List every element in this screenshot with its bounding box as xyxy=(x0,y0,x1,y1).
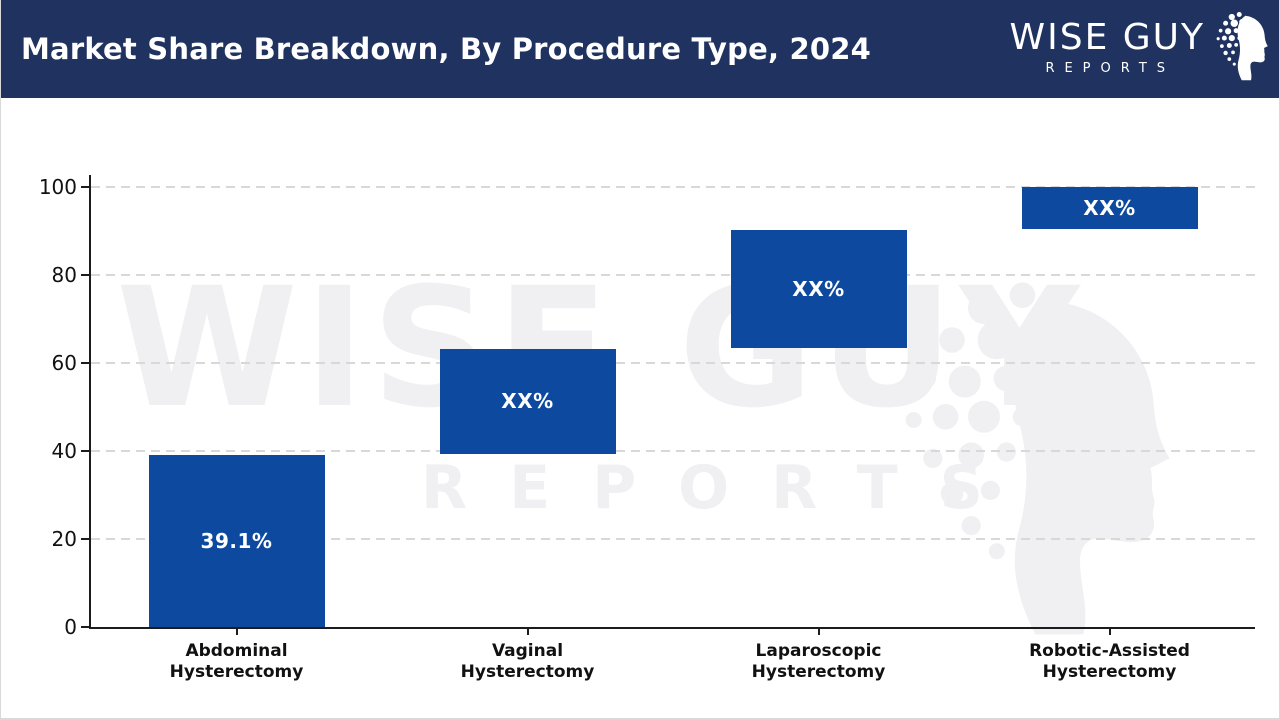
y-axis-tick xyxy=(81,449,89,452)
bar-value-label: XX% xyxy=(792,277,845,301)
page-title: Market Share Breakdown, By Procedure Typ… xyxy=(21,32,872,66)
logo-text: WISE GUY REPORTS xyxy=(1009,17,1206,77)
bar-segment: 39.1% xyxy=(148,454,325,627)
y-axis-tick xyxy=(81,361,89,364)
x-axis-tick xyxy=(526,627,529,635)
x-axis-category-label: Robotic-Assisted Hysterectomy xyxy=(1029,641,1190,683)
x-axis-tick xyxy=(817,627,820,635)
logo-subtitle: REPORTS xyxy=(1045,61,1176,76)
y-axis-tick-label: 100 xyxy=(38,174,77,199)
logo-name: WISE GUY xyxy=(1009,17,1205,58)
y-axis-tick xyxy=(81,273,89,276)
plot-area: 0 20 40 60 80 100 Abdominal Hysterectomy Vagina… xyxy=(39,175,1255,682)
y-axis-tick-label: 60 xyxy=(51,350,77,375)
y-axis-tick-label: 0 xyxy=(64,615,77,639)
x-axis-category-label: Abdominal Hysterectomy xyxy=(169,641,304,683)
gridline xyxy=(91,537,1255,540)
y-axis-tick-label: 20 xyxy=(51,526,77,551)
head-dots-icon xyxy=(1216,12,1268,81)
gridline xyxy=(91,361,1255,364)
x-axis-category-label: Vaginal Hysterectomy xyxy=(460,641,595,683)
y-axis-tick-label: 40 xyxy=(51,438,77,463)
bar-value-label: 39.1% xyxy=(200,528,273,553)
bar-segment: XX% xyxy=(439,348,616,454)
gridline xyxy=(91,185,1255,188)
header-bar: Market Share Breakdown, By Procedure Typ… xyxy=(1,0,1279,98)
x-axis-tick xyxy=(235,627,238,635)
gridline xyxy=(91,273,1255,276)
y-axis-tick-label: 80 xyxy=(51,262,77,287)
bar-value-label: XX% xyxy=(501,389,554,414)
wise-guy-logo: WISE GUY REPORTS xyxy=(1010,8,1270,88)
y-axis-tick xyxy=(81,537,89,540)
x-axis-category-label: Laparoscopic Hysterectomy xyxy=(751,641,886,683)
y-axis-tick xyxy=(81,185,89,188)
gridline xyxy=(91,449,1255,452)
x-axis-tick xyxy=(1108,627,1111,635)
chart-area: WISE GUY REPORTS 0 20 40 60 80 100 Abdominal H… xyxy=(1,98,1279,718)
bar-segment: XX% xyxy=(730,230,907,348)
watermark-text-sub: REPORTS xyxy=(421,453,1025,523)
bar-value-label: XX% xyxy=(1083,196,1136,221)
bar-segment: XX% xyxy=(1021,186,1198,230)
y-axis-tick xyxy=(81,626,89,628)
